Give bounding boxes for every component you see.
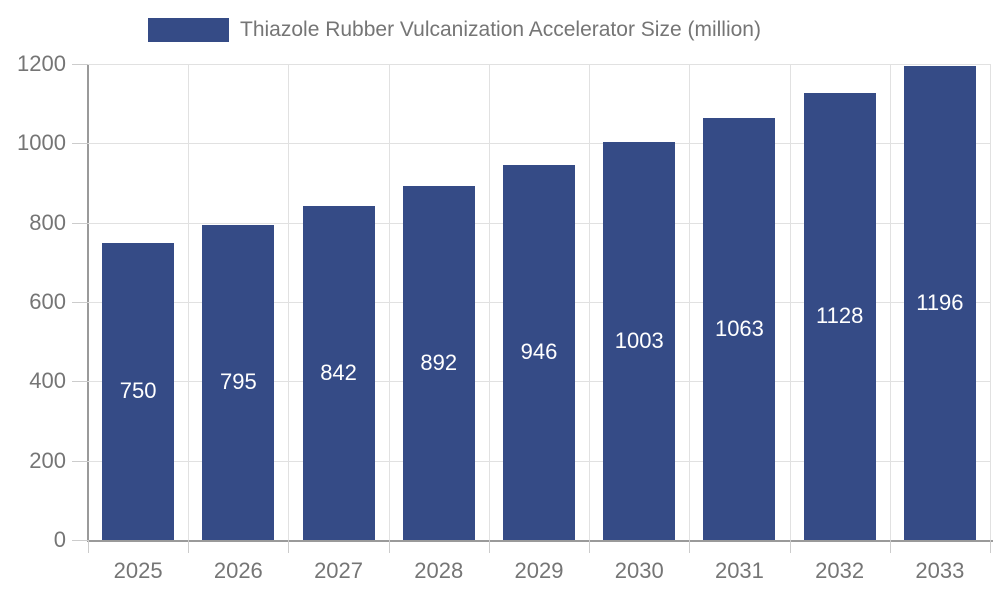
y-tick-600 bbox=[72, 302, 88, 303]
x-axis-label-2026: 2026 bbox=[213, 558, 263, 583]
bar-value-2032: 1128 bbox=[816, 303, 864, 329]
x-axis-label-2027: 2027 bbox=[314, 558, 364, 583]
gridline-x-2 bbox=[288, 64, 289, 540]
y-axis-label-400: 400 bbox=[29, 368, 66, 394]
x-tick-5 bbox=[589, 540, 590, 553]
y-tick-800 bbox=[72, 222, 88, 224]
gridline-x-5 bbox=[589, 64, 590, 540]
y-axis-label-1000: 1000 bbox=[17, 130, 66, 156]
y-tick-200 bbox=[72, 460, 88, 462]
gridline-x-3 bbox=[389, 64, 390, 540]
gridline-x-8 bbox=[890, 64, 891, 540]
bar-2033 bbox=[903, 65, 976, 540]
x-tick-6 bbox=[689, 540, 690, 553]
bar-2025 bbox=[102, 242, 175, 540]
x-axis-label-2025: 2025 bbox=[113, 558, 163, 583]
bar-value-2025: 750 bbox=[119, 378, 157, 404]
x-axis-label-2031: 2031 bbox=[714, 558, 764, 583]
gridline-x-6 bbox=[689, 64, 690, 540]
x-tick-7 bbox=[790, 540, 791, 553]
y-tick-1200 bbox=[72, 64, 88, 65]
gridline-x-9 bbox=[990, 64, 991, 540]
bar-2026 bbox=[202, 224, 275, 540]
y-tick-0 bbox=[72, 540, 88, 541]
bar-2031 bbox=[703, 118, 776, 540]
x-tick-9 bbox=[990, 540, 991, 553]
gridline-x-1 bbox=[188, 64, 189, 540]
gridline-y-1200 bbox=[88, 64, 990, 65]
legend-swatch bbox=[148, 18, 229, 42]
x-tick-8 bbox=[890, 540, 891, 553]
x-axis-label-2033: 2033 bbox=[915, 558, 965, 583]
x-axis-label-2032: 2032 bbox=[815, 558, 865, 583]
y-tick-1000 bbox=[72, 143, 88, 145]
bar-value-2028: 892 bbox=[420, 350, 458, 376]
legend: Thiazole Rubber Vulcanization Accelerato… bbox=[148, 18, 761, 42]
y-axis-label-200: 200 bbox=[29, 447, 66, 473]
bar-value-2031: 1063 bbox=[714, 316, 764, 342]
x-tick-1 bbox=[188, 540, 189, 553]
y-axis-label-600: 600 bbox=[29, 289, 66, 314]
gridline-y-1000 bbox=[88, 143, 990, 145]
x-axis-label-2030: 2030 bbox=[614, 558, 664, 583]
bar-2028 bbox=[402, 186, 475, 540]
bar-value-2033: 1196 bbox=[916, 289, 964, 315]
x-tick-3 bbox=[389, 540, 390, 553]
gridline-x-7 bbox=[790, 64, 791, 540]
x-axis-label-2029: 2029 bbox=[514, 558, 564, 583]
y-axis-label-0: 0 bbox=[53, 527, 66, 552]
bar-2027 bbox=[302, 206, 375, 540]
y-axis-label-1200: 1200 bbox=[17, 51, 66, 76]
legend-label: Thiazole Rubber Vulcanization Accelerato… bbox=[240, 18, 761, 41]
y-tick-400 bbox=[72, 381, 88, 383]
bar-value-2029: 946 bbox=[520, 339, 558, 365]
bar-2030 bbox=[603, 142, 676, 540]
x-tick-2 bbox=[288, 540, 289, 553]
x-tick-4 bbox=[489, 540, 490, 553]
bar-value-2030: 1003 bbox=[614, 328, 664, 354]
y-axis-line bbox=[87, 64, 89, 542]
x-axis-line bbox=[87, 540, 993, 542]
gridline-x-4 bbox=[489, 64, 490, 540]
bar-2029 bbox=[503, 164, 575, 540]
bar-value-2027: 842 bbox=[320, 360, 357, 385]
y-axis-label-800: 800 bbox=[29, 209, 66, 235]
x-axis-label-2028: 2028 bbox=[414, 558, 464, 583]
x-tick-start bbox=[88, 540, 89, 553]
bar-value-2026: 795 bbox=[219, 369, 257, 395]
bar-2032 bbox=[803, 92, 876, 540]
